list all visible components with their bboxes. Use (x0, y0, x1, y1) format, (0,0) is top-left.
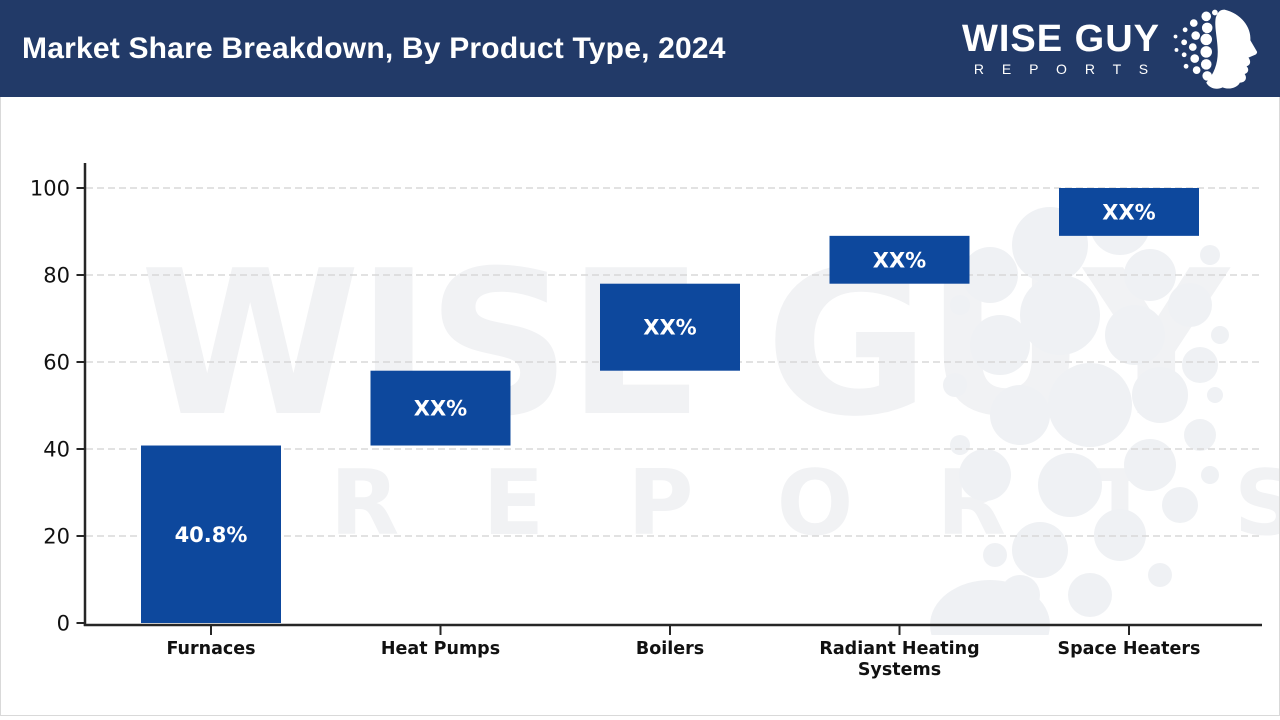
logo-wordmark-main: WISE GUY (961, 18, 1160, 60)
y-tick-label: 0 (57, 612, 70, 636)
chart-area: WISE GUY R E P O R T S (0, 97, 1280, 720)
bar-heat-pumps (370, 370, 511, 446)
y-tick-label: 100 (30, 177, 70, 201)
y-tick-label: 40 (43, 438, 70, 462)
logo-head-icon (1173, 9, 1258, 89)
wise-guy-logo: WISE GUY R E P O R T S (962, 5, 1260, 93)
y-tick-label: 80 (43, 264, 70, 288)
bar-value-label: 40.8% (175, 523, 248, 547)
y-tick-label: 60 (43, 351, 70, 375)
bar-space-heaters (1059, 188, 1199, 236)
watermark-head-icon (930, 195, 1229, 635)
page-title: Market Share Breakdown, By Product Type,… (22, 31, 726, 65)
x-tick-label: Furnaces (166, 639, 255, 659)
x-tick-label: Radiant Heating (819, 639, 979, 659)
bar-radiant-heating-systems (829, 235, 970, 284)
bar-value-label: XX% (873, 248, 926, 272)
bar-value-label: XX% (643, 316, 696, 340)
x-tick-label: Space Heaters (1058, 639, 1201, 659)
header-bar: Market Share Breakdown, By Product Type,… (0, 0, 1280, 97)
bar-value-label: XX% (414, 397, 467, 421)
waterfall-chart: 0 20 40 60 80 100 40.8% Furnaces XX% Heat Pumps XX… (30, 163, 1262, 680)
x-tick-label: Boilers (636, 639, 704, 659)
watermark: WISE GUY R E P O R T S (0, 97, 1280, 720)
bar-value-label: XX% (1102, 200, 1155, 224)
bar-furnaces (141, 445, 281, 623)
logo-wordmark: WISE GUY R E P O R T S (962, 20, 1160, 77)
y-tick-label: 20 (43, 525, 70, 549)
x-tick-label: Heat Pumps (381, 639, 500, 659)
logo-wordmark-sub: R E P O R T S (973, 61, 1156, 77)
bar-boilers (600, 283, 740, 371)
x-tick-label: Systems (858, 660, 941, 680)
